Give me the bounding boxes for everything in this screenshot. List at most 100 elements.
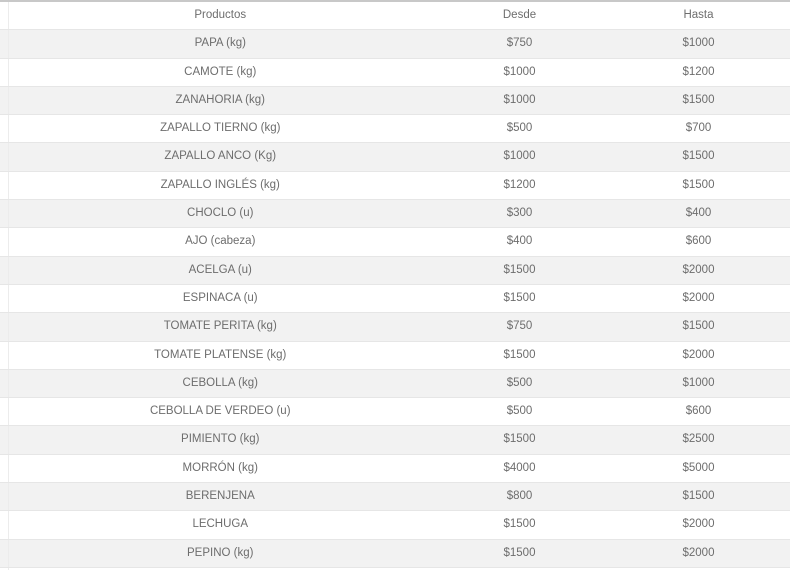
cell-price-desde: $1000 bbox=[432, 58, 607, 87]
cell-price-hasta: $2000 bbox=[607, 510, 790, 540]
cell-price-hasta: $2500 bbox=[607, 425, 790, 455]
cell-price-hasta: $1500 bbox=[607, 567, 790, 570]
table-row[interactable]: PAPA (kg) $750 $1000 bbox=[0, 29, 790, 59]
cell-product-name: CEBOLLA DE VERDEO (u) bbox=[8, 397, 432, 427]
table-row[interactable]: BERENJENA $800 $1500 bbox=[0, 482, 790, 512]
cell-price-desde: $500 bbox=[432, 369, 607, 399]
row-marker-cell bbox=[0, 199, 9, 229]
cell-price-hasta: $700 bbox=[607, 114, 790, 144]
cell-price-desde: $1000 bbox=[432, 86, 607, 116]
table-row[interactable]: CEBOLLA (kg) $500 $1000 bbox=[0, 369, 790, 399]
cell-price-desde: $750 bbox=[432, 312, 607, 342]
cell-price-desde: $800 bbox=[432, 482, 607, 512]
cell-product-name: TOMATE PERITA (kg) bbox=[8, 312, 432, 342]
cell-price-hasta: $1500 bbox=[607, 171, 790, 201]
row-marker-cell bbox=[0, 454, 9, 484]
cell-product-name: ZAPALLO ANCO (Kg) bbox=[8, 142, 432, 172]
column-header-desde[interactable]: Desde bbox=[432, 1, 607, 31]
table-row[interactable]: ZAPALLO TIERNO (kg) $500 $700 bbox=[0, 114, 790, 144]
table-row[interactable]: PIMIENTO (kg) $1500 $2500 bbox=[0, 425, 790, 455]
cell-price-desde: $4000 bbox=[432, 454, 607, 484]
cell-price-desde: $750 bbox=[432, 29, 607, 59]
row-marker-cell bbox=[0, 227, 9, 257]
cell-product-name: PAPA (kg) bbox=[8, 29, 432, 59]
cell-price-desde: $1500 bbox=[432, 256, 607, 285]
row-marker-cell bbox=[0, 171, 9, 201]
cell-price-desde: $1500 bbox=[432, 284, 607, 314]
cell-price-hasta: $1500 bbox=[607, 482, 790, 512]
row-marker-cell bbox=[0, 142, 9, 172]
cell-price-hasta: $1500 bbox=[607, 312, 790, 342]
cell-price-hasta: $2000 bbox=[607, 341, 790, 370]
cell-product-name: CHOCLO (u) bbox=[8, 199, 432, 229]
cell-product-name: PEPINO (kg) bbox=[8, 539, 432, 568]
cell-product-name: AJO (cabeza) bbox=[8, 227, 432, 257]
table-row[interactable]: ZANAHORIA (kg) $1000 $1500 bbox=[0, 86, 790, 116]
table-row[interactable]: ZAPALLO ANCO (Kg) $1000 $1500 bbox=[0, 142, 790, 172]
table-row[interactable]: TOMATE PLATENSE (kg) $1500 $2000 bbox=[0, 341, 790, 370]
cell-price-hasta: $600 bbox=[607, 397, 790, 427]
row-marker-cell bbox=[0, 256, 9, 285]
cell-price-hasta: $1200 bbox=[607, 58, 790, 87]
cell-price-hasta: $1500 bbox=[607, 142, 790, 172]
cell-price-desde: $1000 bbox=[432, 142, 607, 172]
cell-product-name: ZAPALLO TIERNO (kg) bbox=[8, 114, 432, 144]
cell-price-desde: $300 bbox=[432, 199, 607, 229]
cell-price-desde: $1000 bbox=[432, 567, 607, 570]
table-header: Productos Desde Hasta bbox=[0, 1, 790, 31]
cell-price-desde: $500 bbox=[432, 114, 607, 144]
cell-product-name: CAMOTE (kg) bbox=[8, 58, 432, 87]
cell-product-name: TOMATE PLATENSE (kg) bbox=[8, 341, 432, 370]
table-row[interactable]: CHOCLO (u) $300 $400 bbox=[0, 199, 790, 229]
cell-price-hasta: $1500 bbox=[607, 86, 790, 116]
cell-product-name: LECHUGA bbox=[8, 510, 432, 540]
cell-price-hasta: $600 bbox=[607, 227, 790, 257]
cell-product-name: BRÓCOLI (u) bbox=[8, 567, 432, 570]
table-row[interactable]: ACELGA (u) $1500 $2000 bbox=[0, 256, 790, 285]
cell-product-name: ZANAHORIA (kg) bbox=[8, 86, 432, 116]
cell-price-desde: $1500 bbox=[432, 425, 607, 455]
table-row[interactable]: ESPINACA (u) $1500 $2000 bbox=[0, 284, 790, 314]
cell-price-hasta: $400 bbox=[607, 199, 790, 229]
column-header-hasta[interactable]: Hasta bbox=[607, 1, 790, 31]
column-header-productos[interactable]: Productos bbox=[8, 1, 432, 31]
table-body: PAPA (kg) $750 $1000 CAMOTE (kg) $1000 $1200 Z… bbox=[0, 29, 790, 570]
table-row[interactable]: MORRÓN (kg) $4000 $5000 bbox=[0, 454, 790, 484]
cell-price-hasta: $2000 bbox=[607, 539, 790, 568]
cell-product-name: ESPINACA (u) bbox=[8, 284, 432, 314]
cell-price-desde: $1200 bbox=[432, 171, 607, 201]
table-row[interactable]: PEPINO (kg) $1500 $2000 bbox=[0, 539, 790, 568]
row-marker-cell bbox=[0, 29, 9, 59]
table-row[interactable]: LECHUGA $1500 $2000 bbox=[0, 510, 790, 540]
row-marker-cell bbox=[0, 510, 9, 540]
cell-price-desde: $1500 bbox=[432, 539, 607, 568]
table-row[interactable]: CAMOTE (kg) $1000 $1200 bbox=[0, 58, 790, 87]
table-header-row: Productos Desde Hasta bbox=[0, 1, 790, 31]
row-marker-cell bbox=[0, 567, 9, 570]
cell-product-name: BERENJENA bbox=[8, 482, 432, 512]
row-marker-cell bbox=[0, 539, 9, 568]
row-marker-cell bbox=[0, 1, 9, 31]
row-marker-cell bbox=[0, 86, 9, 116]
table-row[interactable]: TOMATE PERITA (kg) $750 $1500 bbox=[0, 312, 790, 342]
cell-product-name: MORRÓN (kg) bbox=[8, 454, 432, 484]
row-marker-cell bbox=[0, 58, 9, 87]
table-row[interactable]: AJO (cabeza) $400 $600 bbox=[0, 227, 790, 257]
table-row[interactable]: CEBOLLA DE VERDEO (u) $500 $600 bbox=[0, 397, 790, 427]
cell-price-desde: $1500 bbox=[432, 510, 607, 540]
row-marker-cell bbox=[0, 425, 9, 455]
table-row[interactable]: BRÓCOLI (u)$1000$1500 bbox=[0, 567, 790, 570]
row-marker-cell bbox=[0, 397, 9, 427]
row-marker-cell bbox=[0, 114, 9, 144]
cell-price-desde: $500 bbox=[432, 397, 607, 427]
cell-price-hasta: $1000 bbox=[607, 369, 790, 399]
cell-price-hasta: $5000 bbox=[607, 454, 790, 484]
row-marker-cell bbox=[0, 341, 9, 370]
row-marker-cell bbox=[0, 482, 9, 512]
row-marker-cell bbox=[0, 369, 9, 399]
cell-price-desde: $1500 bbox=[432, 341, 607, 370]
cell-product-name: CEBOLLA (kg) bbox=[8, 369, 432, 399]
table-row[interactable]: ZAPALLO INGLÉS (kg) $1200 $1500 bbox=[0, 171, 790, 201]
